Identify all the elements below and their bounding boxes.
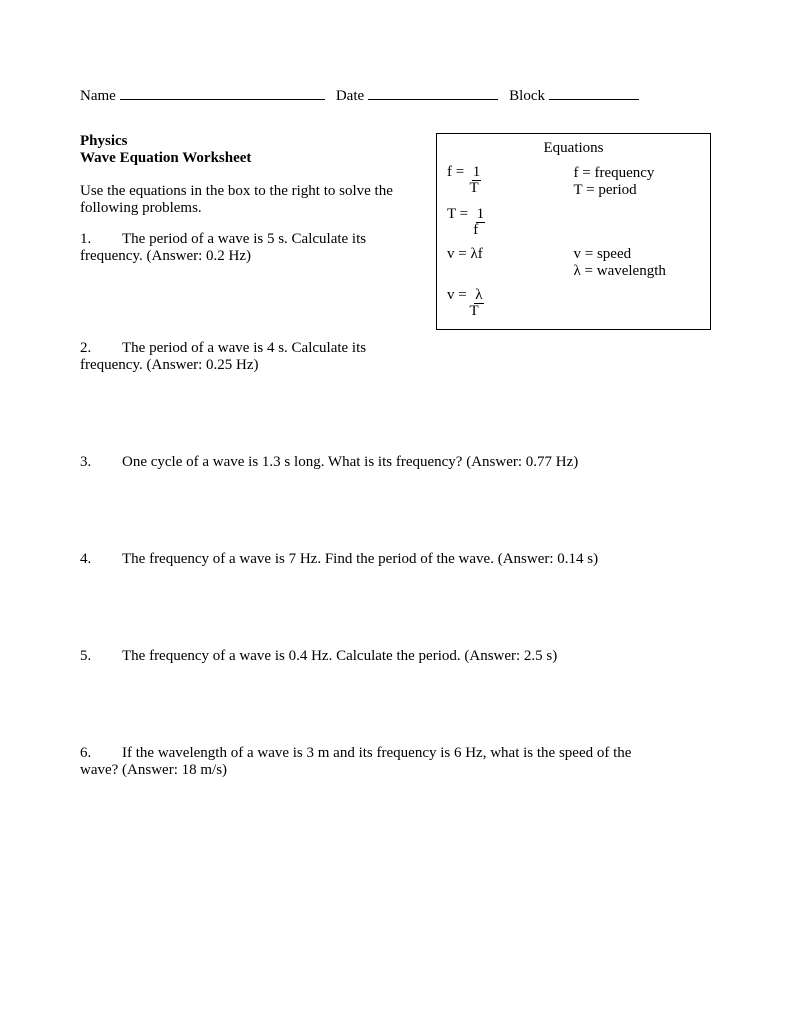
worksheet-title: Wave Equation Worksheet [80, 150, 420, 167]
equation-f-legend: f = frequency T = period [574, 165, 701, 199]
problem-number: 5. [80, 648, 122, 665]
equation-T: T = 1 f [447, 207, 574, 238]
problem-number: 3. [80, 454, 122, 471]
subject-title: Physics [80, 133, 420, 150]
problem-text: The period of a wave is 5 s. Calculate i… [122, 231, 366, 247]
problem-text: The frequency of a wave is 0.4 Hz. Calcu… [122, 648, 557, 664]
equation-v1: v = λf [447, 246, 574, 280]
equation-f: f = 1 T [447, 165, 574, 199]
block-label: Block [509, 88, 545, 104]
date-blank[interactable] [368, 85, 498, 100]
equation-v-legend: v = speed λ = wavelength [574, 246, 701, 280]
intro-text: Use the equations in the box to the righ… [80, 183, 420, 217]
problem-1: 1.The period of a wave is 5 s. Calculate… [80, 231, 420, 265]
problem-text: The period of a wave is 4 s. Calculate i… [122, 340, 366, 356]
name-blank[interactable] [120, 85, 325, 100]
problem-number: 1. [80, 231, 122, 248]
equations-box: Equations f = 1 T f = frequency T = peri… [436, 133, 711, 330]
block-blank[interactable] [549, 85, 639, 100]
problem-6: 6.If the wavelength of a wave is 3 m and… [80, 745, 711, 779]
problem-4: 4.The frequency of a wave is 7 Hz. Find … [80, 551, 711, 568]
equation-v2: v = λ T [447, 288, 574, 319]
problem-text-cont: wave? (Answer: 18 m/s) [80, 762, 227, 778]
worksheet-page: Name Date Block Physics Wave Equation Wo… [0, 0, 791, 779]
problem-number: 6. [80, 745, 122, 762]
equations-title: Equations [447, 140, 700, 157]
name-label: Name [80, 88, 116, 104]
problem-3: 3.One cycle of a wave is 1.3 s long. Wha… [80, 454, 711, 471]
problem-text-cont: frequency. (Answer: 0.2 Hz) [80, 248, 251, 264]
problem-text: The frequency of a wave is 7 Hz. Find th… [122, 551, 598, 567]
problem-number: 4. [80, 551, 122, 568]
header-fields: Name Date Block [80, 85, 711, 105]
problem-2: 2.The period of a wave is 4 s. Calculate… [80, 340, 711, 374]
date-label: Date [336, 88, 364, 104]
problem-text-cont: frequency. (Answer: 0.25 Hz) [80, 357, 259, 373]
problem-text: If the wavelength of a wave is 3 m and i… [122, 745, 631, 761]
problem-text: One cycle of a wave is 1.3 s long. What … [122, 454, 578, 470]
problem-number: 2. [80, 340, 122, 357]
problem-5: 5.The frequency of a wave is 0.4 Hz. Cal… [80, 648, 711, 665]
